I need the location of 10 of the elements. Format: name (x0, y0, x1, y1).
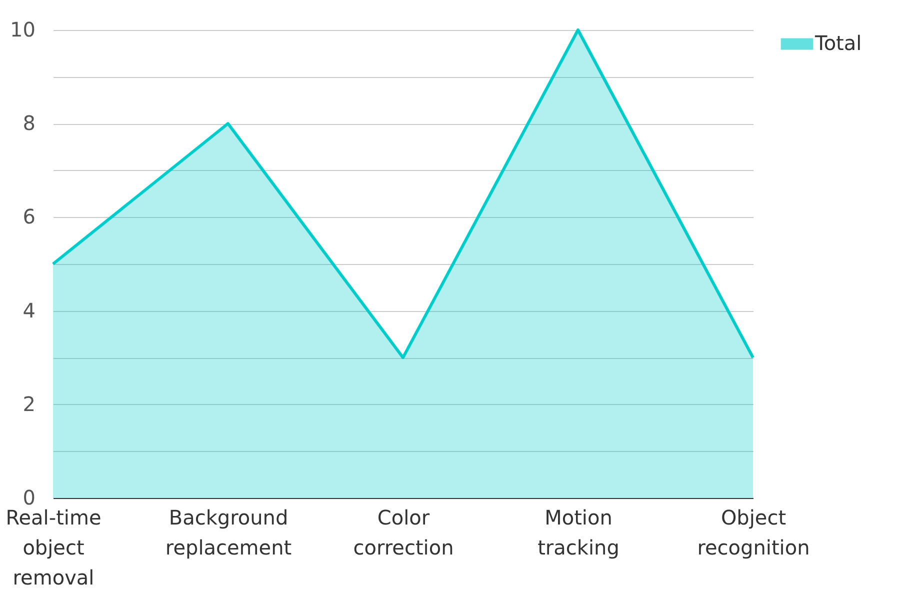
y-tick-label: 10 (10, 18, 36, 42)
x-tick-label: Object recognition (697, 506, 810, 560)
x-tick-label: Color correction (353, 506, 454, 560)
y-tick-label: 8 (22, 111, 36, 136)
y-tick-label: 2 (22, 392, 36, 416)
y-tick-label: 6 (22, 204, 36, 229)
x-tick-label: Motion tracking (538, 506, 620, 560)
legend-label: Total (814, 31, 862, 55)
y-tick-label: 4 (22, 298, 36, 322)
x-tick-label: Background replacement (165, 506, 292, 560)
